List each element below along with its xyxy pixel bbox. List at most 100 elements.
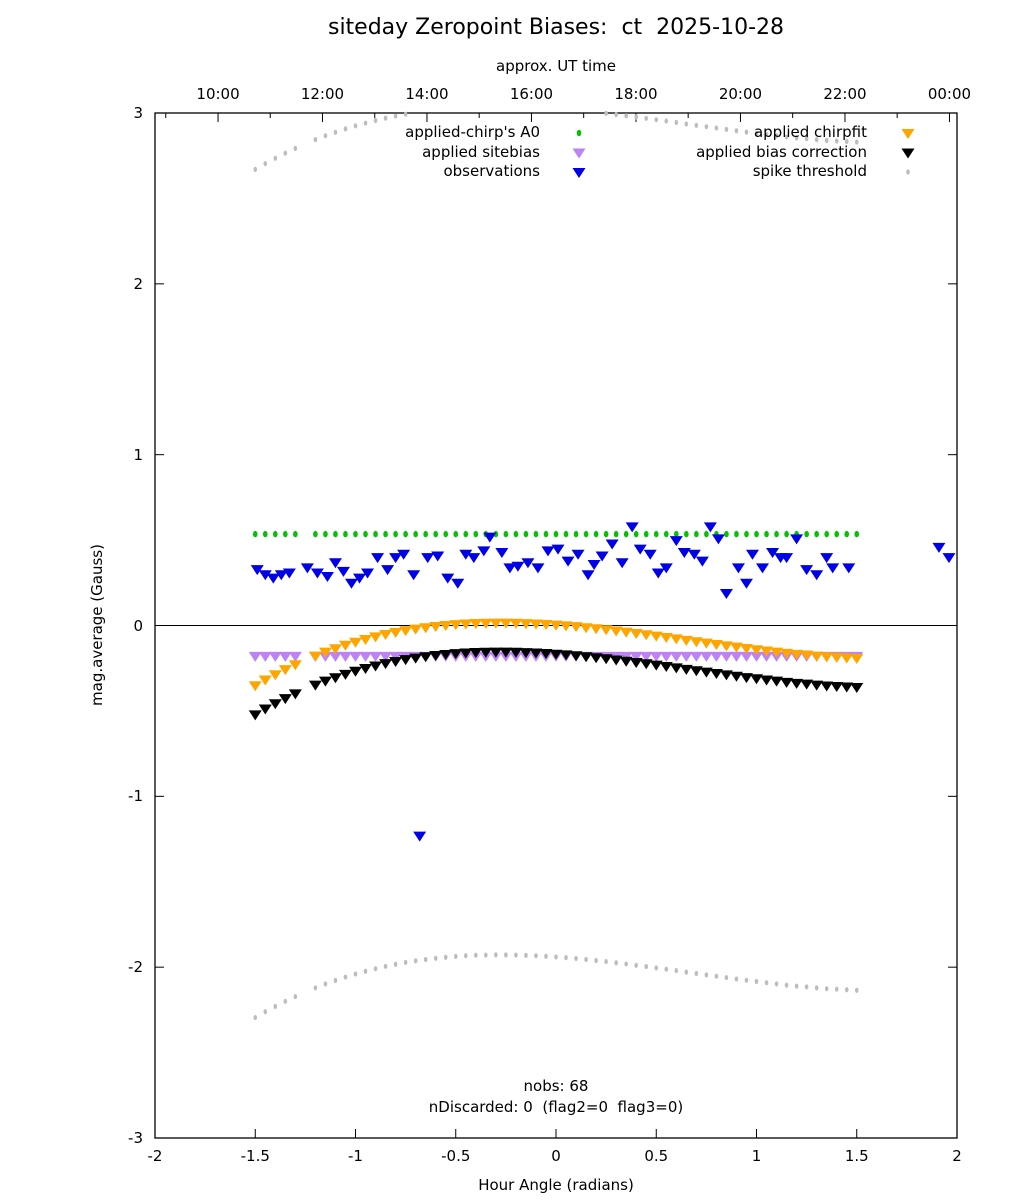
- dot-marker: [804, 530, 809, 538]
- triangle-down-marker: [361, 568, 375, 579]
- triangle-down-marker: [579, 652, 593, 663]
- series-spike_upper: [253, 110, 859, 172]
- triangle-down-marker: [489, 618, 503, 629]
- triangle-down-marker: [643, 549, 657, 560]
- legend-item-observations: observations: [443, 162, 540, 180]
- triangle-down-marker: [511, 561, 525, 572]
- triangle-down-marker: [605, 539, 619, 550]
- small-dot-marker: [564, 955, 568, 961]
- triangle-down-marker: [328, 558, 342, 569]
- triangle-down-marker: [328, 644, 342, 655]
- triangle-down-marker: [571, 549, 585, 560]
- triangle-down-marker: [589, 624, 603, 635]
- triangle-down-marker: [459, 549, 473, 560]
- ut-tick-label: 14:00: [405, 85, 449, 103]
- dot-marker: [674, 530, 679, 538]
- triangle-down-marker: [820, 553, 834, 564]
- small-dot-marker: [654, 965, 659, 971]
- dot-marker: [576, 129, 582, 137]
- ut-tick-label: 10:00: [196, 85, 240, 103]
- small-dot-marker: [714, 973, 719, 979]
- dot-marker: [413, 530, 418, 538]
- small-dot-marker: [824, 986, 829, 992]
- small-dot-marker: [744, 129, 749, 135]
- triangle-down-marker: [459, 619, 473, 630]
- triangle-down-marker: [589, 653, 603, 664]
- small-dot-marker: [363, 120, 368, 126]
- triangle-down-marker: [336, 566, 350, 577]
- triangle-down-marker: [479, 647, 493, 658]
- triangle-down-marker: [389, 553, 403, 564]
- small-dot-marker: [694, 970, 699, 977]
- triangle-down-marker: [820, 652, 834, 663]
- triangle-down-marker: [551, 544, 565, 555]
- dot-marker: [323, 530, 328, 538]
- dot-marker: [784, 530, 789, 538]
- triangle-down-marker: [413, 831, 427, 842]
- triangle-down-marker: [619, 627, 633, 638]
- triangle-down-marker: [790, 534, 804, 545]
- dot-marker: [734, 530, 739, 538]
- y-tick-label: -2: [128, 958, 143, 977]
- triangle-down-marker: [679, 635, 693, 646]
- triangle-down-marker: [449, 620, 463, 631]
- small-dot-marker: [754, 978, 759, 985]
- small-dot-marker: [834, 138, 839, 144]
- triangle-down-marker: [800, 650, 814, 661]
- triangle-down-marker: [745, 549, 759, 560]
- triangle-down-marker: [369, 632, 383, 643]
- small-dot-marker: [804, 136, 809, 142]
- triangle-down-marker: [469, 618, 483, 629]
- triangle-down-marker: [699, 667, 713, 678]
- small-dot-marker: [413, 958, 418, 964]
- triangle-down-marker: [679, 664, 693, 675]
- dot-marker: [443, 530, 449, 538]
- triangle-down-marker: [389, 651, 403, 662]
- small-dot-marker: [263, 1009, 268, 1015]
- small-dot-marker: [844, 987, 849, 993]
- dot-marker: [694, 530, 699, 538]
- triangle-down-marker: [599, 625, 613, 636]
- triangle-down-marker: [519, 619, 533, 630]
- small-dot-marker: [373, 117, 378, 124]
- triangle-down-marker: [709, 651, 723, 662]
- triangle-down-marker: [407, 570, 421, 581]
- small-dot-marker: [784, 134, 789, 140]
- small-dot-marker: [664, 118, 669, 124]
- triangle-down-marker: [932, 542, 946, 553]
- triangle-down-marker: [258, 570, 272, 581]
- triangle-down-marker: [760, 646, 774, 657]
- triangle-down-marker: [451, 578, 465, 589]
- triangle-down-marker: [719, 670, 733, 681]
- triangle-down-marker: [349, 637, 362, 648]
- triangle-down-marker: [539, 649, 553, 660]
- triangle-down-marker: [639, 651, 653, 662]
- triangle-down-marker: [288, 651, 302, 662]
- triangle-down-marker: [729, 671, 743, 682]
- small-dot-marker: [844, 138, 849, 145]
- small-dot-marker: [463, 953, 468, 959]
- small-dot-marker: [293, 993, 298, 1000]
- triangle-down-marker: [421, 553, 435, 564]
- small-dot-marker: [263, 160, 268, 167]
- small-dot-marker: [293, 145, 298, 151]
- triangle-down-marker: [780, 677, 794, 688]
- small-dot-marker: [504, 952, 508, 958]
- small-dot-marker: [594, 957, 598, 964]
- triangle-down-marker: [677, 548, 691, 559]
- triangle-down-marker: [282, 568, 296, 579]
- chart-title: siteday Zeropoint Biases: ct 2025-10-28: [327, 15, 785, 40]
- triangle-down-marker: [579, 623, 593, 634]
- triangle-down-marker: [441, 573, 455, 584]
- dot-marker: [313, 530, 318, 538]
- x-tick-label: 2: [952, 1147, 962, 1165]
- triangle-down-marker: [669, 651, 683, 662]
- small-dot-marker: [514, 952, 518, 958]
- triangle-down-marker: [318, 647, 332, 658]
- triangle-down-marker: [619, 656, 633, 667]
- triangle-down-marker: [750, 674, 763, 685]
- small-dot-marker: [794, 983, 799, 989]
- triangle-down-marker: [689, 666, 703, 677]
